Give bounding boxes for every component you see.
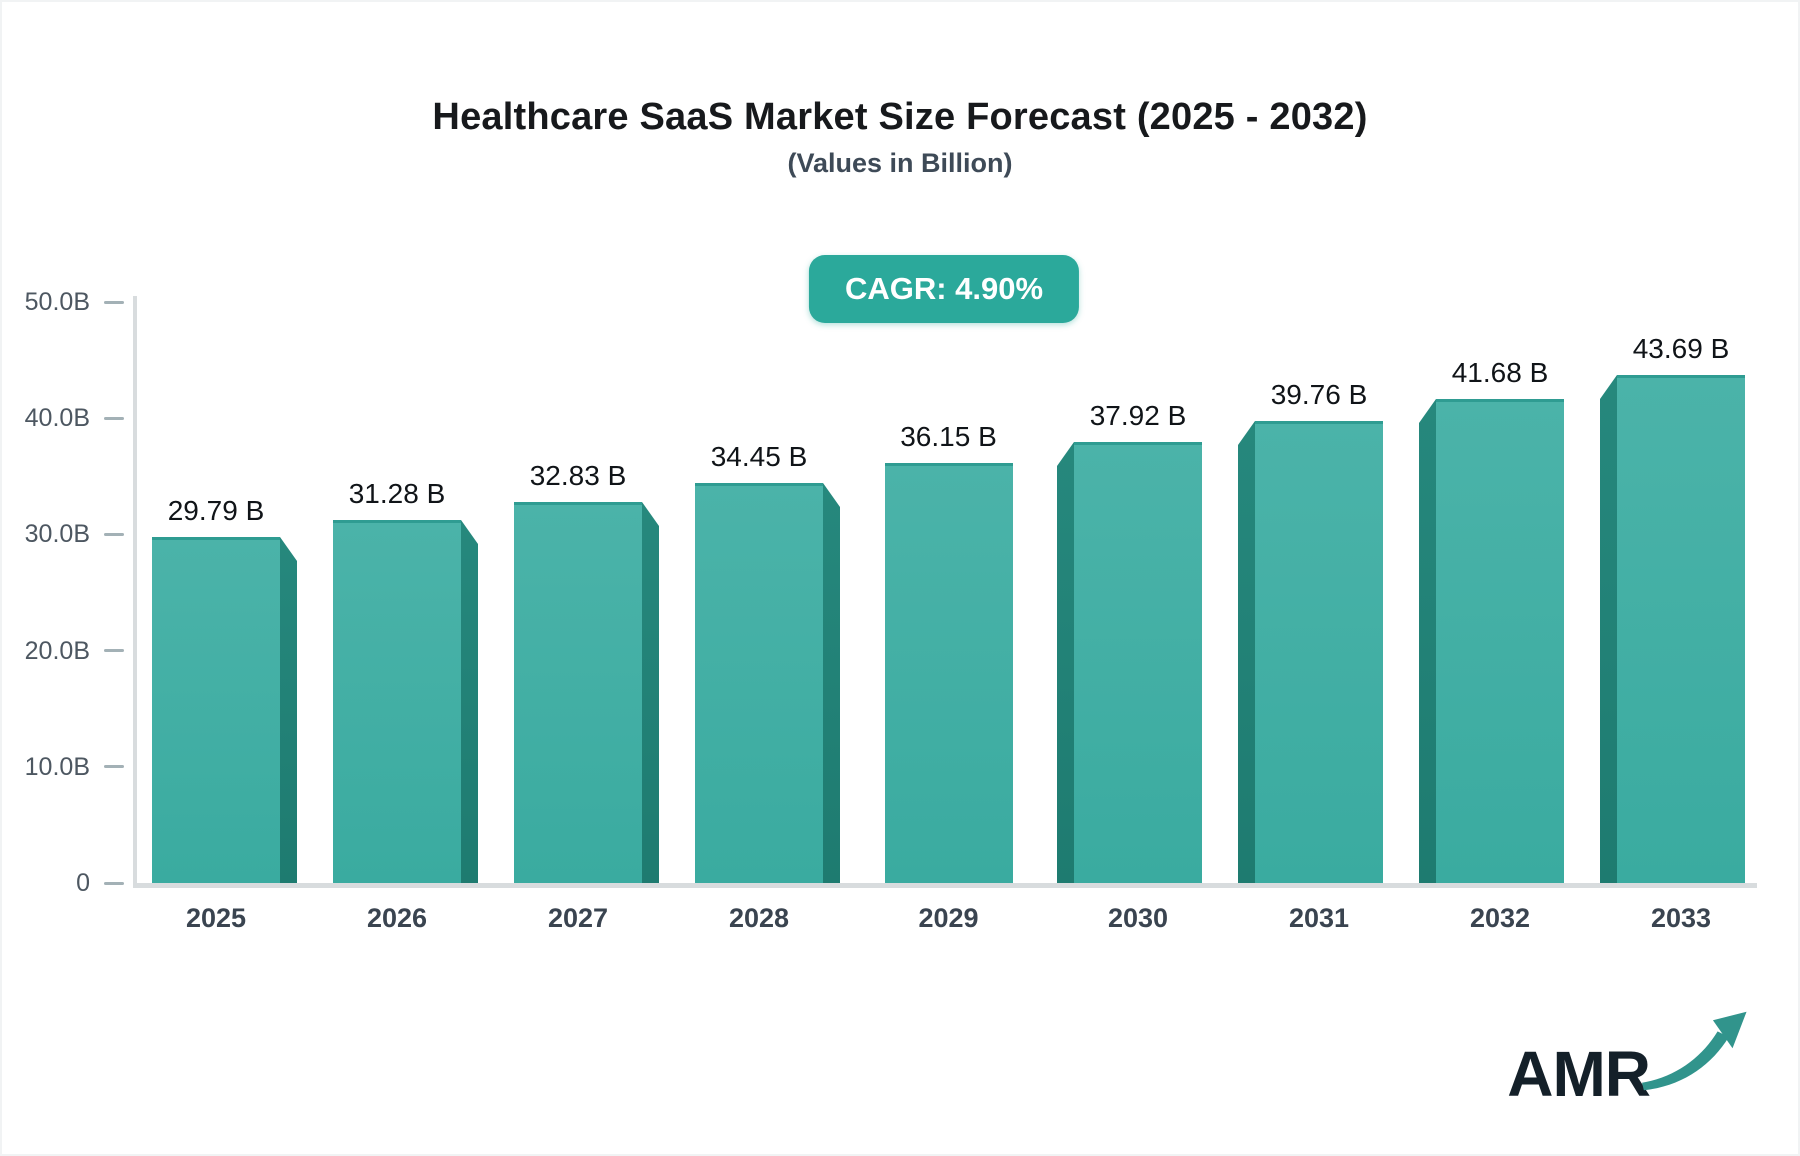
x-axis-tick-label: 2029: [918, 903, 979, 933]
bar-value-label: 37.92 B: [1089, 400, 1187, 431]
y-axis-line: [133, 296, 137, 888]
cagr-badge: CAGR: 4.90%: [808, 255, 1080, 323]
bar-2025: [152, 537, 297, 883]
y-axis-tick-label: 20.0B: [24, 636, 90, 665]
bar-value-label: 34.45 B: [710, 441, 808, 472]
bar-value-label: 41.68 B: [1451, 357, 1549, 388]
bar-face: [1074, 442, 1202, 883]
x-axis-tick-label: 2032: [1469, 903, 1531, 933]
y-axis-tick-label: 50.0B: [24, 288, 90, 316]
bar-side-shadow: [1057, 442, 1074, 883]
y-axis-tick-label: 0: [76, 869, 90, 897]
y-axis-tick-mark: [104, 416, 124, 420]
y-axis-tick-label: 10.0B: [24, 752, 90, 781]
bar-side-shadow: [1238, 421, 1255, 883]
x-axis-tick-label: 2031: [1288, 903, 1350, 933]
x-axis-tick-label: 2033: [1650, 903, 1712, 933]
chart-title: Healthcare SaaS Market Size Forecast (20…: [432, 96, 1368, 138]
bar-value-label: 29.79 B: [167, 495, 265, 526]
bar-2030: [1057, 442, 1202, 883]
chart-subtitle: (Values in Billion): [787, 148, 1013, 178]
y-axis-tick-mark: [104, 881, 124, 885]
bar-2031: [1238, 421, 1383, 883]
bar-face: [695, 483, 823, 883]
x-axis-tick-label: 2026: [366, 903, 428, 933]
bar-face: [1436, 399, 1564, 883]
bar-2029: [876, 463, 1021, 883]
bar-face: [333, 520, 461, 883]
x-axis-tick-label: 2028: [728, 903, 790, 933]
growth-arrow-icon: [1642, 1003, 1754, 1104]
bar-value-label: 39.76 B: [1270, 379, 1368, 410]
y-axis-tick-label: 30.0B: [24, 520, 90, 549]
bar-face: [1617, 375, 1745, 883]
y-axis-tick-label: 40.0B: [24, 404, 90, 433]
bar-2033: [1600, 375, 1745, 883]
bar-value-label: 43.69 B: [1632, 333, 1730, 364]
bar-side-shadow: [823, 483, 840, 883]
y-axis-tick-mark: [104, 300, 124, 304]
bar-value-label: 32.83 B: [529, 460, 627, 491]
bar-value-label: 31.28 B: [348, 478, 446, 509]
y-axis-tick-mark: [104, 765, 124, 769]
bar-side-shadow: [642, 502, 659, 883]
bar-face: [152, 537, 280, 883]
brand-logo: AMR: [1507, 1003, 1754, 1106]
x-axis-line: [133, 883, 1757, 888]
bar-2032: [1419, 399, 1564, 883]
x-axis-tick-label: 2027: [547, 903, 609, 933]
y-axis-tick-mark: [104, 532, 124, 536]
x-axis-tick-label: 2025: [185, 903, 247, 933]
bar-side-shadow: [280, 537, 297, 883]
bar-side-shadow: [1419, 399, 1436, 883]
bar-2028: [695, 483, 840, 883]
bar-value-label: 36.15 B: [900, 421, 997, 452]
bar-2026: [333, 520, 478, 883]
bar-face: [514, 502, 642, 883]
bar-face: [1255, 421, 1383, 883]
y-axis-tick-mark: [104, 649, 124, 653]
bar-2027: [514, 502, 659, 883]
x-axis-tick-label: 2030: [1107, 903, 1169, 933]
bar-side-shadow: [1600, 375, 1617, 883]
bar-face: [884, 463, 1013, 883]
bar-side-shadow: [461, 520, 478, 883]
brand-logo-text: AMR: [1507, 1038, 1651, 1110]
